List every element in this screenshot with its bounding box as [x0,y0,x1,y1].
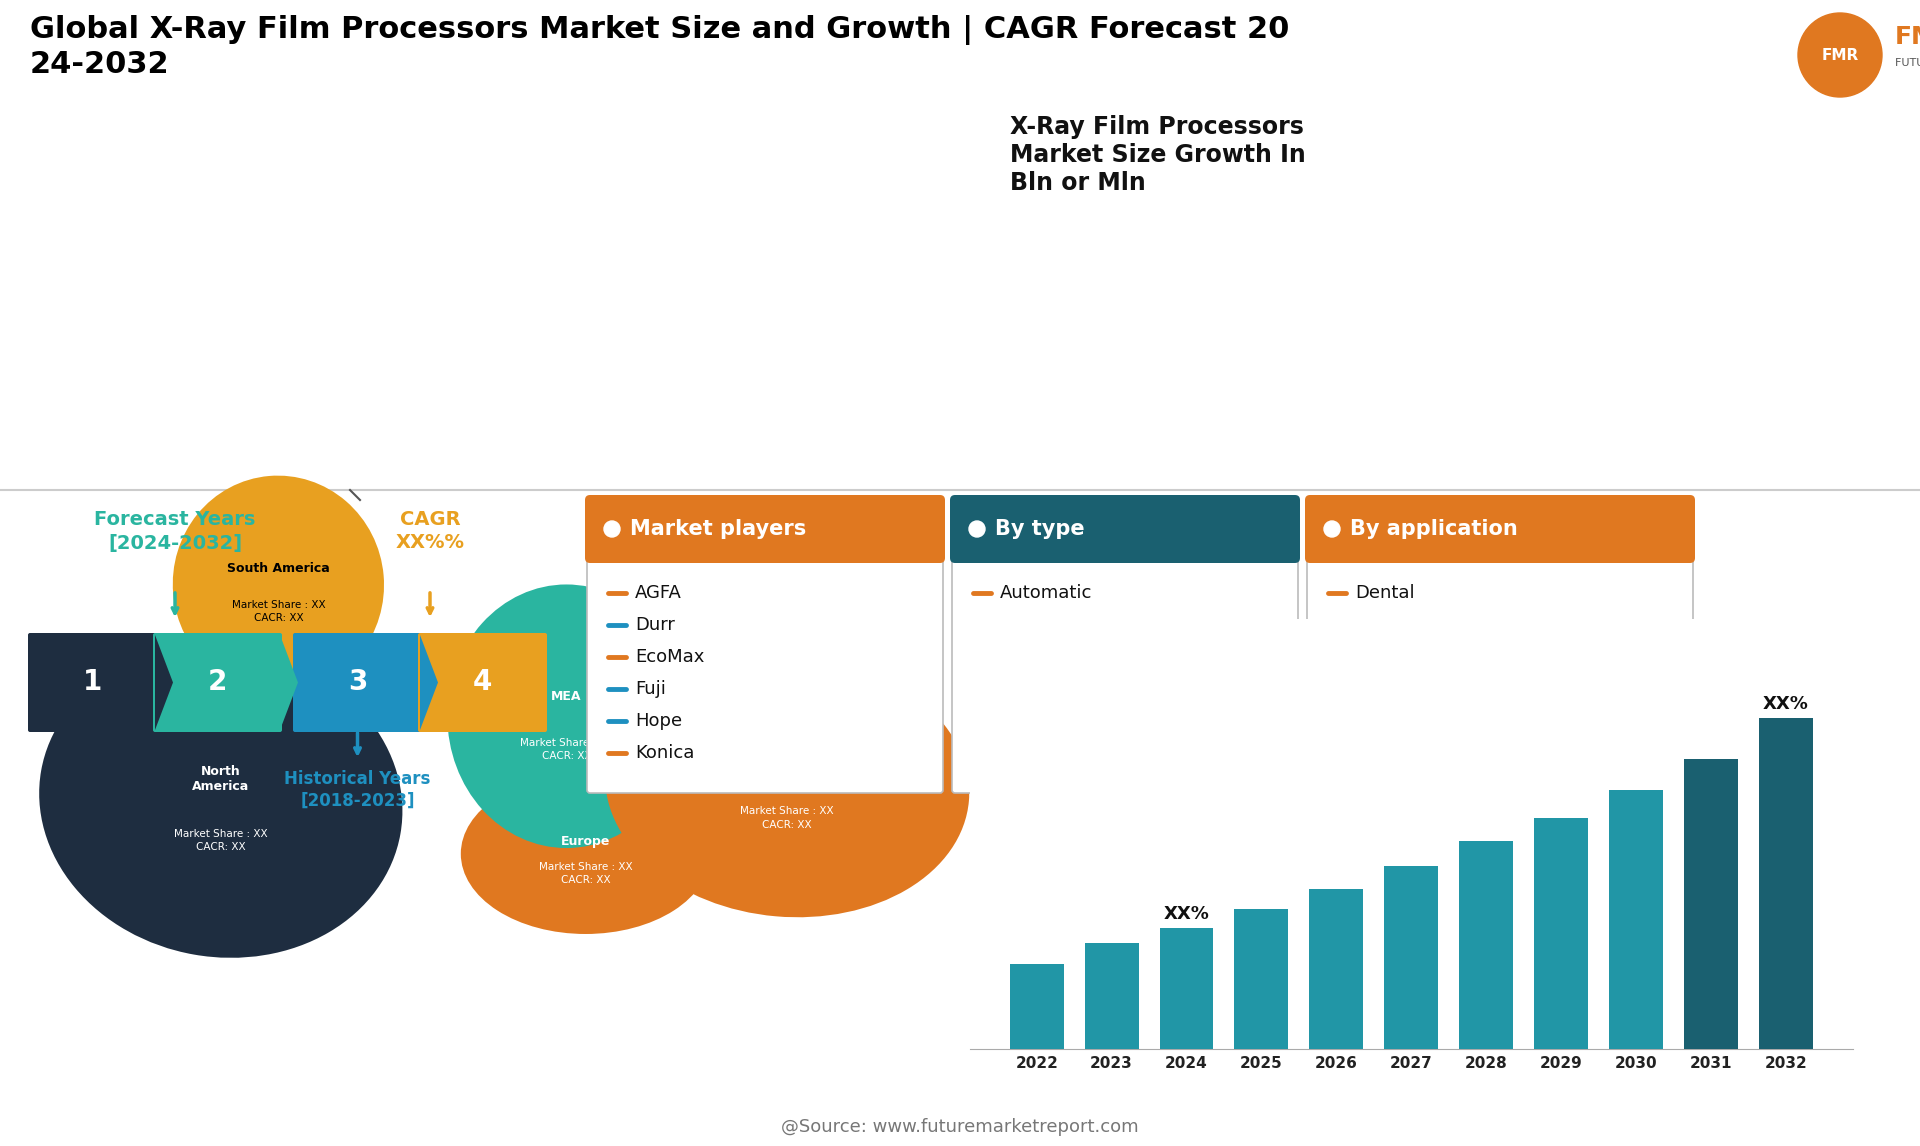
Text: @Source: www.futuremarketreport.com: @Source: www.futuremarketreport.com [781,1118,1139,1136]
Text: Market Share : XX
CACR: XX: Market Share : XX CACR: XX [540,862,632,886]
Text: Dental: Dental [1356,584,1415,602]
Text: Global X-Ray Film Processors Market Size and Growth | CAGR Forecast 20
24-2032: Global X-Ray Film Processors Market Size… [31,15,1290,79]
Circle shape [1797,13,1882,97]
Bar [1534,818,1588,1049]
Bar [1384,866,1438,1049]
Text: Asia Pacific: Asia Pacific [747,759,828,771]
Text: Market Share : XX
CACR: XX: Market Share : XX CACR: XX [741,807,833,830]
FancyBboxPatch shape [29,633,157,732]
Text: By application: By application [1350,519,1517,539]
Text: Durr: Durr [636,617,674,634]
Text: MEA: MEA [551,690,582,702]
Text: Market players: Market players [630,519,806,539]
Polygon shape [280,635,298,730]
FancyBboxPatch shape [952,555,1298,793]
Text: FMR: FMR [1822,47,1859,63]
FancyBboxPatch shape [1306,495,1695,563]
Text: Market Share : XX
CACR: XX: Market Share : XX CACR: XX [520,738,612,761]
FancyBboxPatch shape [294,633,422,732]
Bar [1609,790,1663,1049]
Text: AGFA: AGFA [636,584,682,602]
Text: XX%: XX% [1763,694,1809,713]
Bar [1309,889,1363,1049]
Bar [1235,909,1288,1049]
Circle shape [970,521,985,537]
Text: Market Share : XX
CACR: XX: Market Share : XX CACR: XX [175,830,267,853]
Ellipse shape [173,476,384,693]
FancyBboxPatch shape [950,495,1300,563]
Text: Veterinary: Veterinary [1356,728,1448,746]
Bar [1759,719,1812,1049]
Ellipse shape [724,562,870,665]
Text: Manual: Manual [1000,680,1066,698]
Bar [1085,943,1139,1049]
Text: 2: 2 [207,668,227,697]
FancyBboxPatch shape [586,495,945,563]
FancyBboxPatch shape [419,633,547,732]
Ellipse shape [461,774,710,934]
Text: By type: By type [995,519,1085,539]
Text: Mammograph: Mammograph [1356,631,1480,650]
Text: Automatic: Automatic [1000,584,1092,602]
FancyBboxPatch shape [154,633,282,732]
Text: North
America: North America [192,766,250,793]
Text: FUTURE MARKET REPORT: FUTURE MARKET REPORT [1895,58,1920,68]
Bar [1684,759,1738,1049]
Bar [1160,928,1213,1049]
Ellipse shape [605,653,970,917]
Text: Konica: Konica [636,744,695,762]
Bar [1459,841,1513,1049]
Text: Orthopedics: Orthopedics [1356,680,1465,698]
FancyBboxPatch shape [588,555,943,793]
Text: Market Share : XX
CACR: XX: Market Share : XX CACR: XX [232,601,324,623]
Circle shape [1325,521,1340,537]
Text: EcoMax: EcoMax [636,647,705,666]
Text: Fuji: Fuji [636,680,666,698]
Text: Europe: Europe [561,835,611,848]
Polygon shape [156,635,173,730]
Text: 3: 3 [348,668,367,697]
Ellipse shape [38,646,403,958]
Circle shape [605,521,620,537]
Text: CAGR
XX%%: CAGR XX%% [396,510,465,552]
Ellipse shape [447,584,685,848]
Text: FMR: FMR [1895,25,1920,49]
Text: Forecast Years
[2024-2032]: Forecast Years [2024-2032] [94,510,255,552]
Text: Historical Years
[2018-2023]: Historical Years [2018-2023] [284,770,430,810]
Text: 4: 4 [472,668,492,697]
Text: XX%: XX% [1164,905,1210,924]
FancyBboxPatch shape [1308,555,1693,793]
Polygon shape [420,635,438,730]
Text: Hope: Hope [636,712,682,730]
Text: 1: 1 [83,668,102,697]
Text: Base Year
[2024]: Base Year [2024] [46,770,138,810]
Text: X-Ray Film Processors
Market Size Growth In
Bln or Mln: X-Ray Film Processors Market Size Growth… [1010,115,1306,195]
Text: South America: South America [227,562,330,574]
Bar [1010,964,1064,1049]
